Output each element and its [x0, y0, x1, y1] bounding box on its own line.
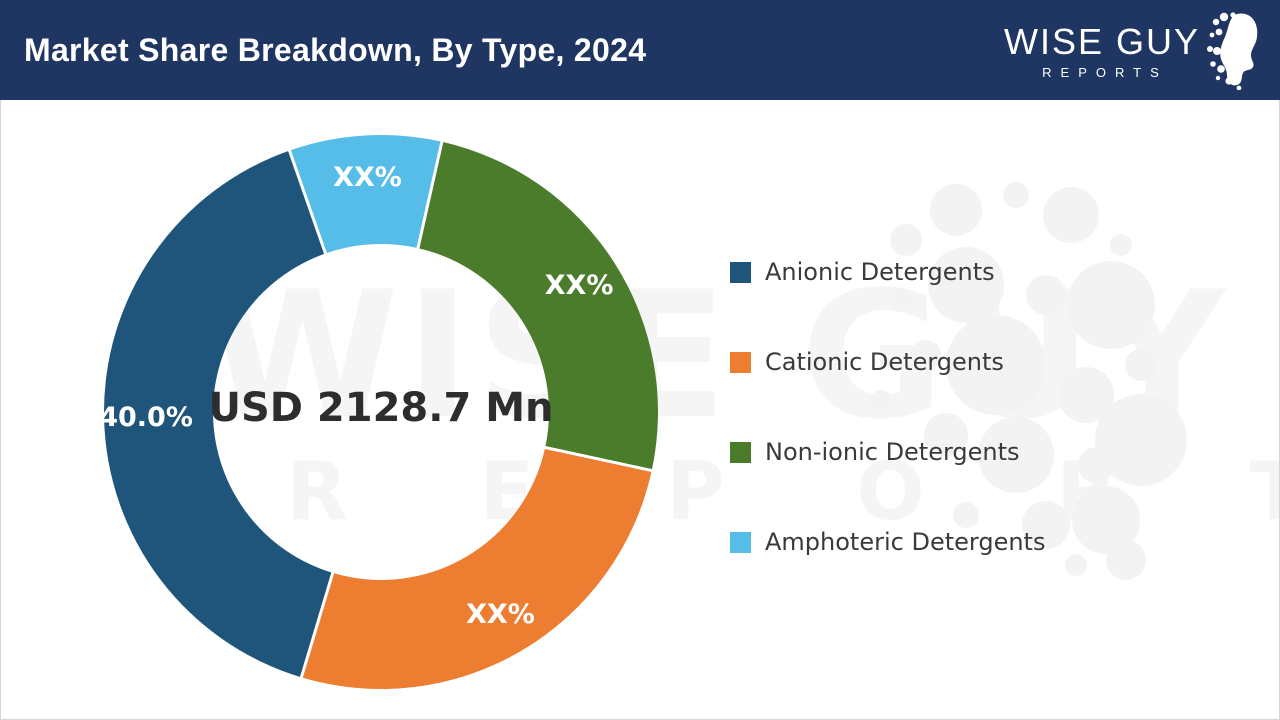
legend-swatch-anionic: [730, 261, 751, 283]
legend-swatch-non-ionic: [730, 441, 751, 463]
page-title: Market Share Breakdown, By Type, 2024: [24, 31, 647, 68]
donut-slice-non-ionic-detergents: [417, 141, 658, 471]
logo-wordmark: WISE GUY: [1003, 20, 1200, 62]
watermark-face-dots: [871, 182, 1187, 580]
donut-slice-anionic-detergents: [103, 150, 333, 678]
wise-guy-logo-text: WISE GUY REPORTS: [1004, 21, 1200, 80]
header-bar: Market Share Breakdown, By Type, 2024 WI…: [0, 0, 1280, 100]
slice-separator: [415, 139, 444, 252]
wise-guy-logo: WISE GUY REPORTS: [1004, 10, 1260, 90]
legend-swatch-amphoteric: [730, 531, 751, 553]
legend-label-amphoteric: Amphoteric Detergents: [765, 528, 1046, 556]
slice-separator: [299, 569, 336, 680]
donut-slice-cationic-detergents: [301, 447, 652, 689]
legend: Anionic Detergents Cationic Detergents N…: [730, 257, 1045, 557]
donut-slice-amphoteric-detergents: [289, 135, 442, 254]
legend-item-cationic-detergents: Cationic Detergents: [730, 347, 1045, 377]
legend-label-cationic: Cationic Detergents: [765, 348, 1004, 376]
wise-guy-face-icon: [1207, 12, 1258, 90]
legend-swatch-cationic: [730, 351, 751, 373]
legend-label-non-ionic: Non-ionic Detergents: [765, 438, 1020, 466]
slice-label-cationic-detergents: XX%: [466, 599, 535, 630]
chart-canvas: WISE GUY R E P O R T S 40.0%XX%XX%XX% US…: [0, 100, 1280, 720]
slice-label-non-ionic-detergents: XX%: [545, 270, 614, 301]
slice-label-amphoteric-detergents: XX%: [333, 162, 402, 193]
legend-item-amphoteric-detergents: Amphoteric Detergents: [730, 527, 1045, 557]
donut-chart: 40.0% XX% XX% XX%: [99, 135, 658, 689]
legend-label-anionic: Anionic Detergents: [765, 258, 995, 286]
legend-item-anionic-detergents: Anionic Detergents: [730, 257, 1045, 287]
slice-label-anionic-detergents: 40.0%: [99, 402, 193, 433]
donut-center-value: USD 2128.7 Mn: [208, 385, 554, 431]
slice-separator: [541, 445, 655, 473]
slice-separator: [287, 148, 328, 257]
logo-subtitle: REPORTS: [1042, 64, 1168, 80]
legend-item-non-ionic-detergents: Non-ionic Detergents: [730, 437, 1045, 467]
